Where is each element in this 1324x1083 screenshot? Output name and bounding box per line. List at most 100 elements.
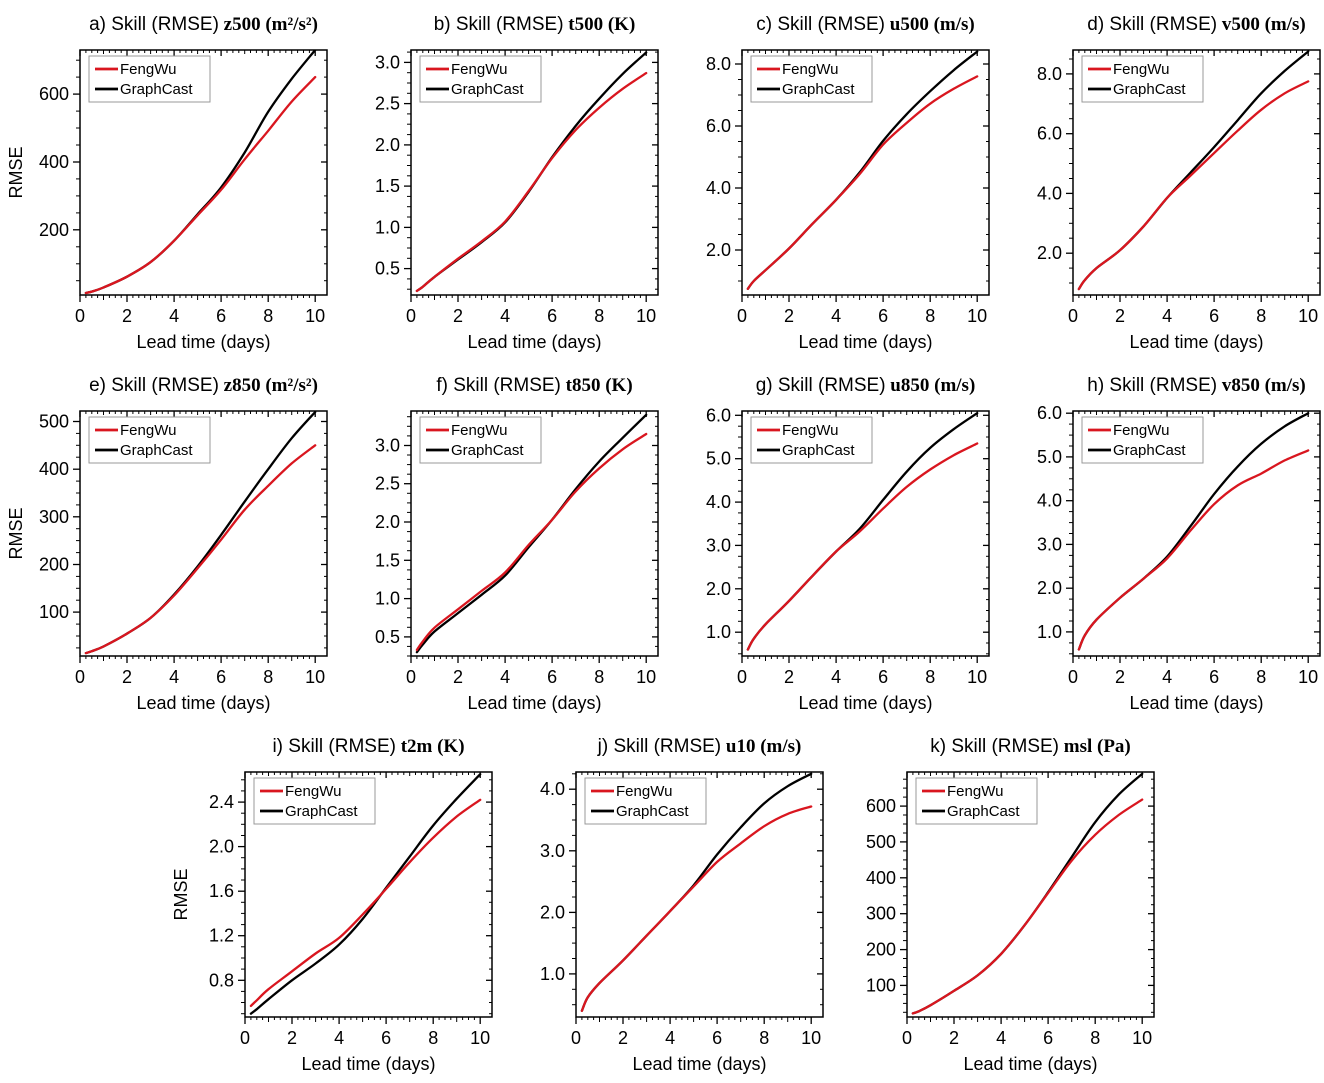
legend-label-fengwu: FengWu xyxy=(120,422,176,439)
y-tick-label: 2.0 xyxy=(1037,578,1062,598)
x-tick-label: 2 xyxy=(618,1028,628,1048)
x-tick-label: 4 xyxy=(500,306,510,326)
y-axis-label: RMSE xyxy=(6,146,26,198)
x-tick-label: 6 xyxy=(547,306,557,326)
legend: FengWu GraphCast xyxy=(253,777,376,825)
y-tick-label: 1.6 xyxy=(209,881,234,901)
series-fengwu xyxy=(84,444,317,655)
series-fengwu xyxy=(415,432,648,652)
x-tick-label: 0 xyxy=(406,306,416,326)
y-tick-label: 4.0 xyxy=(540,779,565,799)
legend-box xyxy=(253,777,376,825)
x-tick-label: 10 xyxy=(1132,1028,1152,1048)
legend-label-fengwu: FengWu xyxy=(285,783,341,800)
x-tick-label: 0 xyxy=(240,1028,250,1048)
x-tick-label: 6 xyxy=(216,667,226,687)
x-tick-label: 2 xyxy=(784,306,794,326)
plot-border xyxy=(244,771,493,1018)
x-tick-label: 0 xyxy=(571,1028,581,1048)
chart-d-v500: d) Skill (RMSE) v500 (m/s) 0 2 4 6 8 10 2.0 4.0 6… xyxy=(993,0,1324,361)
legend-label-graphcast: GraphCast xyxy=(782,442,855,459)
x-tick-label: 0 xyxy=(737,306,747,326)
legend-box xyxy=(88,416,211,464)
y-tick-label: 200 xyxy=(39,220,69,240)
plot-border xyxy=(410,49,659,296)
y-tick-label: 4.0 xyxy=(706,492,731,512)
x-tick-label: 6 xyxy=(1209,667,1219,687)
x-tick-label: 10 xyxy=(967,667,987,687)
legend: FengWu GraphCast xyxy=(584,777,707,825)
x-axis-label: Lead time (days) xyxy=(301,1054,435,1074)
chart-title: a) Skill (RMSE) z500 (m²/s²) xyxy=(89,14,318,35)
legend-label-graphcast: GraphCast xyxy=(120,81,193,98)
y-tick-label: 200 xyxy=(866,940,896,960)
y-tick-label: 2.0 xyxy=(706,240,731,260)
x-axis-ticks: 0 2 4 6 8 10 xyxy=(406,411,656,687)
x-tick-label: 2 xyxy=(1115,667,1125,687)
legend-label-graphcast: GraphCast xyxy=(1113,442,1186,459)
y-tick-label: 1.2 xyxy=(209,926,234,946)
series-lines xyxy=(249,773,482,1015)
chart-svg: f) Skill (RMSE) t850 (K) 0 2 4 6 8 10 0.5 1.0 1.5… xyxy=(375,375,659,713)
x-tick-label: 10 xyxy=(1298,667,1318,687)
x-tick-label: 0 xyxy=(737,667,747,687)
y-axis-ticks: 200 400 600 xyxy=(39,59,327,282)
legend: FengWu GraphCast xyxy=(88,55,211,103)
chart-svg: i) Skill (RMSE) t2m (K) 0 2 4 6 8 10 0.8 1.2 1.6 2… xyxy=(171,736,493,1074)
legend-label-graphcast: GraphCast xyxy=(451,81,524,98)
series-lines xyxy=(746,50,979,290)
chart-j-u10: j) Skill (RMSE) u10 (m/s) 0 2 4 6 8 10 1.0 2.0 3.… xyxy=(496,722,827,1083)
x-tick-label: 0 xyxy=(1068,667,1078,687)
y-tick-label: 500 xyxy=(39,412,69,432)
chart-f-t850: f) Skill (RMSE) t850 (K) 0 2 4 6 8 10 0.5 1.0 1.5… xyxy=(331,361,662,722)
legend-box xyxy=(750,55,873,103)
x-tick-label: 0 xyxy=(75,667,85,687)
x-tick-label: 4 xyxy=(169,667,179,687)
plot-border xyxy=(410,410,659,657)
y-tick-label: 6.0 xyxy=(706,116,731,136)
x-tick-label: 0 xyxy=(1068,306,1078,326)
x-axis-ticks: 0 2 4 6 8 10 xyxy=(902,772,1152,1048)
x-axis-ticks: 0 2 4 6 8 10 xyxy=(406,50,656,326)
chart-k-msl: k) Skill (RMSE) msl (Pa) 0 2 4 6 8 10 100 200 300… xyxy=(827,722,1158,1083)
y-tick-label: 400 xyxy=(866,868,896,888)
series-lines xyxy=(746,412,979,651)
chart-title: k) Skill (RMSE) msl (Pa) xyxy=(930,736,1131,757)
x-tick-label: 6 xyxy=(712,1028,722,1048)
y-tick-label: 5.0 xyxy=(706,449,731,469)
series-lines xyxy=(580,772,813,1012)
plot-border xyxy=(1072,49,1321,296)
legend-label-graphcast: GraphCast xyxy=(616,803,689,820)
y-tick-label: 1.5 xyxy=(375,176,400,196)
x-axis-label: Lead time (days) xyxy=(467,332,601,352)
legend-label-fengwu: FengWu xyxy=(1113,61,1169,78)
y-tick-label: 500 xyxy=(866,832,896,852)
series-graphcast xyxy=(249,773,482,1015)
chart-g-u850: g) Skill (RMSE) u850 (m/s) 0 2 4 6 8 10 1.0 2.0 3… xyxy=(662,361,993,722)
legend-label-graphcast: GraphCast xyxy=(782,81,855,98)
series-lines xyxy=(1077,50,1310,291)
chart-row-2: e) Skill (RMSE) z850 (m²/s²) 0 2 4 6 8 10 100 20… xyxy=(0,361,1324,722)
plot-border xyxy=(1072,410,1321,657)
chart-b-t500: b) Skill (RMSE) t500 (K) 0 2 4 6 8 10 0.5 1.0 1.5… xyxy=(331,0,662,361)
y-axis-ticks: 0.8 1.2 1.6 2.0 2.4 xyxy=(209,779,492,1015)
chart-svg: e) Skill (RMSE) z850 (m²/s²) 0 2 4 6 8 10 100 20… xyxy=(6,375,328,713)
y-axis-ticks: 100 200 300 400 500 xyxy=(39,412,327,649)
y-axis-label: RMSE xyxy=(171,868,191,920)
chart-row-3: i) Skill (RMSE) t2m (K) 0 2 4 6 8 10 0.8 1.2 1.6 2… xyxy=(0,722,1324,1083)
series-lines xyxy=(1077,412,1310,651)
x-axis-label: Lead time (days) xyxy=(798,332,932,352)
series-lines xyxy=(911,772,1144,1015)
y-tick-label: 2.0 xyxy=(375,135,400,155)
y-tick-label: 4.0 xyxy=(1037,491,1062,511)
x-tick-label: 10 xyxy=(801,1028,821,1048)
x-tick-label: 2 xyxy=(122,667,132,687)
chart-svg: c) Skill (RMSE) u500 (m/s) 0 2 4 6 8 10 2.0 4.0 6… xyxy=(706,14,990,352)
x-tick-label: 6 xyxy=(1209,306,1219,326)
y-axis-ticks: 2.0 4.0 6.0 8.0 xyxy=(706,54,989,282)
plot-border xyxy=(79,49,328,296)
legend: FengWu GraphCast xyxy=(419,416,542,464)
legend: FengWu GraphCast xyxy=(1081,416,1204,464)
x-axis-label: Lead time (days) xyxy=(136,332,270,352)
x-axis-label: Lead time (days) xyxy=(1129,693,1263,713)
